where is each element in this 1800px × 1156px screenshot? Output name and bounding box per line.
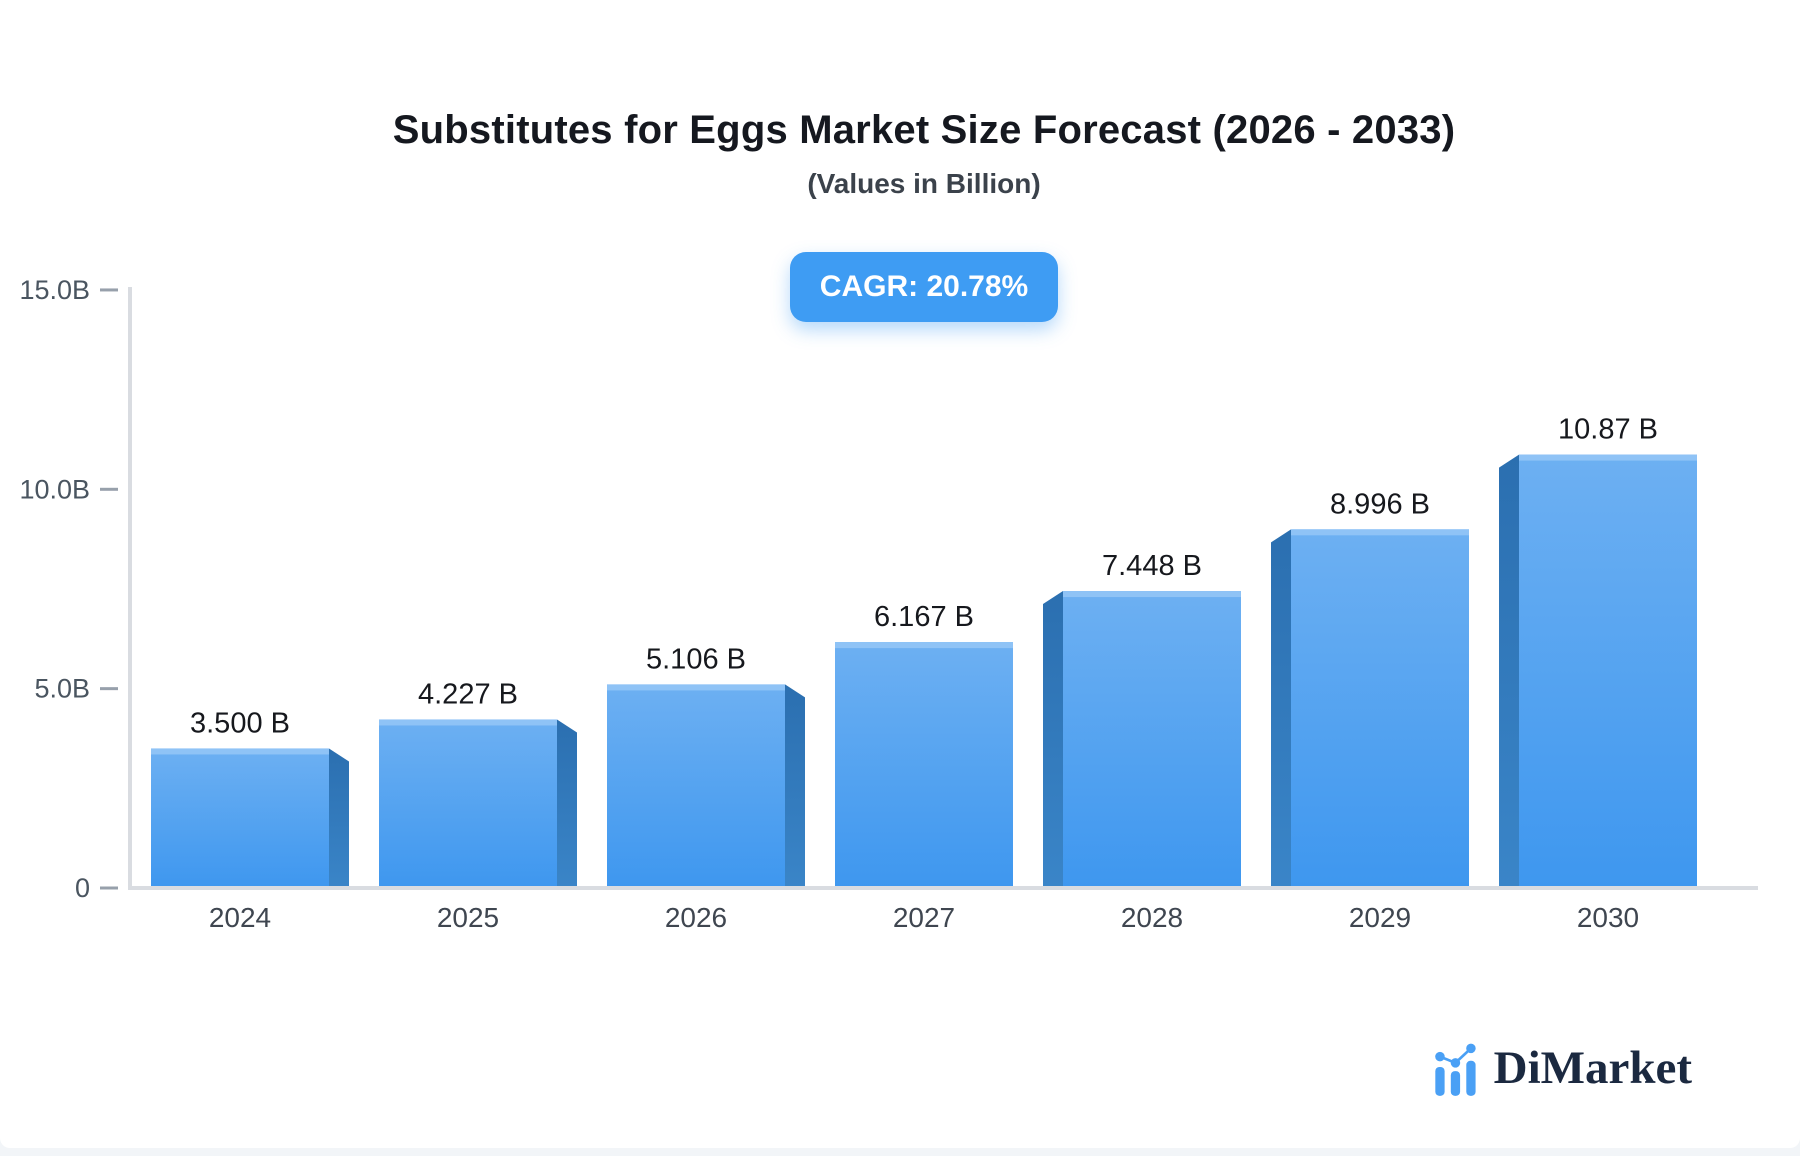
bar-group-2026: 5.106 B 2026 [607, 643, 805, 933]
bar-2027[interactable] [835, 642, 1013, 888]
x-tick-label-2024: 2024 [209, 902, 271, 933]
y-tick-label: 10.0B [19, 474, 90, 504]
bar-side-2026 [785, 684, 805, 888]
bar-2024[interactable] [151, 748, 329, 888]
dimarket-logo-text: DiMarket [1493, 1041, 1692, 1094]
bar-value-label-2028: 7.448 B [1102, 550, 1202, 582]
bar-value-label-2029: 8.996 B [1330, 488, 1430, 520]
bar-value-label-2025: 4.227 B [418, 678, 518, 710]
chart-subtitle: (Values in Billion) [807, 168, 1041, 199]
bar-top-edge-2029 [1291, 529, 1469, 536]
bar-value-label-2024: 3.500 B [190, 707, 290, 739]
bar-value-label-2027: 6.167 B [874, 601, 974, 633]
y-tick-dash [100, 886, 118, 890]
y-tick-label: 0 [75, 873, 90, 903]
bar-top-edge-2028 [1063, 591, 1241, 598]
bar-group-2027: 6.167 B 2027 [835, 601, 1013, 933]
bar-group-2029: 8.996 B 2029 [1271, 488, 1469, 933]
bar-group-2030: 10.87 B 2030 [1499, 414, 1697, 933]
bar-side-2025 [557, 719, 577, 888]
y-tick-label: 15.0B [19, 275, 90, 305]
bar-value-label-2030: 10.87 B [1558, 414, 1658, 446]
bar-2029[interactable] [1291, 529, 1469, 888]
bar-side-2024 [329, 748, 349, 888]
x-tick-label-2030: 2030 [1577, 902, 1639, 933]
y-tick-dash [100, 288, 118, 292]
bar-top-edge-2025 [379, 719, 557, 726]
bar-side-2030 [1499, 454, 1519, 888]
bar-group-2024: 3.500 B 2024 [151, 707, 349, 933]
bar-top-edge-2024 [151, 748, 329, 755]
bar-side-2028 [1043, 591, 1063, 888]
bar-group-2028: 7.448 B 2028 [1043, 550, 1241, 933]
y-tick-dash [100, 687, 118, 691]
x-tick-label-2026: 2026 [665, 902, 727, 933]
bar-top-edge-2027 [835, 642, 1013, 649]
bar-2030[interactable] [1519, 454, 1697, 888]
x-tick-label-2029: 2029 [1349, 902, 1411, 933]
bar-value-label-2026: 5.106 B [646, 643, 746, 675]
x-axis-line [128, 886, 1758, 890]
dimarket-logo[interactable]: DiMarket [1434, 1036, 1692, 1100]
bar-top-edge-2030 [1519, 454, 1697, 461]
y-axis-line [128, 287, 132, 890]
bar-group-2025: 4.227 B 2025 [379, 678, 577, 933]
cagr-badge: CAGR: 20.78% [789, 252, 1059, 322]
y-tick-dash [100, 487, 118, 491]
bar-2026[interactable] [607, 684, 785, 888]
bar-2025[interactable] [379, 719, 557, 888]
chart-header: Substitutes for Eggs Market Size Forecas… [48, 108, 1800, 322]
x-tick-label-2025: 2025 [437, 902, 499, 933]
x-tick-label-2027: 2027 [893, 902, 955, 933]
bar-top-edge-2026 [607, 684, 785, 691]
bar-side-2029 [1271, 529, 1291, 888]
dimarket-logo-icon [1434, 1043, 1476, 1096]
chart-title: Substitutes for Eggs Market Size Forecas… [392, 108, 1456, 152]
bar-2028[interactable] [1063, 591, 1241, 888]
x-tick-label-2028: 2028 [1121, 902, 1183, 933]
y-tick-label: 5.0B [34, 674, 90, 704]
